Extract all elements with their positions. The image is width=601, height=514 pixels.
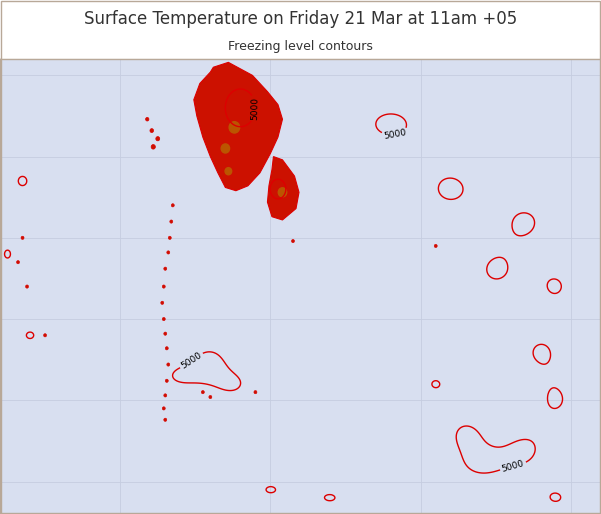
Text: Freezing level contours: Freezing level contours xyxy=(228,40,373,52)
Circle shape xyxy=(165,379,168,382)
Circle shape xyxy=(278,188,287,197)
Circle shape xyxy=(165,346,168,350)
Text: 5000: 5000 xyxy=(180,351,204,371)
Polygon shape xyxy=(194,62,282,191)
Circle shape xyxy=(150,128,153,133)
Circle shape xyxy=(163,418,166,421)
Text: Surface Temperature on Friday 21 Mar at 11am +05: Surface Temperature on Friday 21 Mar at … xyxy=(84,10,517,28)
Circle shape xyxy=(254,391,257,394)
Circle shape xyxy=(229,122,240,133)
Circle shape xyxy=(43,334,46,337)
Circle shape xyxy=(163,332,166,335)
Circle shape xyxy=(160,301,163,304)
Circle shape xyxy=(145,117,149,121)
Circle shape xyxy=(163,394,166,397)
Circle shape xyxy=(16,261,19,264)
Circle shape xyxy=(167,251,170,254)
Circle shape xyxy=(225,168,232,175)
Circle shape xyxy=(156,137,160,141)
Polygon shape xyxy=(267,157,299,220)
Text: 5000: 5000 xyxy=(251,97,260,120)
Circle shape xyxy=(171,204,174,207)
Text: 5000: 5000 xyxy=(383,128,407,141)
Circle shape xyxy=(201,391,204,394)
Circle shape xyxy=(162,407,165,410)
Circle shape xyxy=(163,267,166,270)
Circle shape xyxy=(169,220,173,223)
Circle shape xyxy=(25,285,28,288)
Circle shape xyxy=(291,240,294,243)
Circle shape xyxy=(151,144,155,149)
Circle shape xyxy=(162,318,165,321)
Circle shape xyxy=(162,285,165,288)
Circle shape xyxy=(168,236,171,240)
Circle shape xyxy=(209,395,212,399)
Circle shape xyxy=(221,144,230,153)
Text: 5000: 5000 xyxy=(501,458,525,474)
Circle shape xyxy=(21,236,24,240)
Circle shape xyxy=(167,363,170,366)
Circle shape xyxy=(434,244,438,248)
